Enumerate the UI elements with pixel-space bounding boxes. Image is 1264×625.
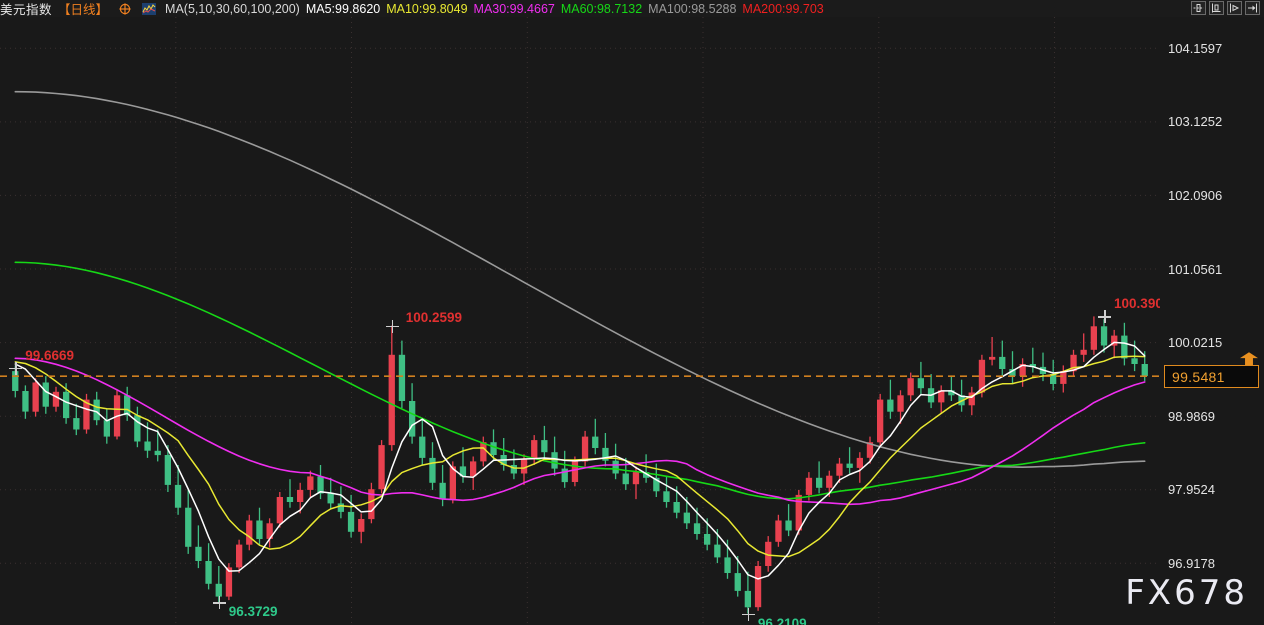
axis-label-4: 100.0215 (1168, 335, 1223, 351)
low-annotation-mid: 96.2109 (757, 615, 807, 625)
axis-label-7: 96.9178 (1168, 555, 1215, 571)
ma60-value: MA60:98.7132 (560, 1, 643, 16)
measure-tool-button[interactable] (1209, 1, 1224, 15)
ma100-value: MA100:98.5288 (648, 1, 737, 16)
ma-config-label: MA(5,10,30,60,100,200) (165, 1, 300, 16)
axis-label-3: 101.0561 (1168, 261, 1223, 277)
axis-label-6: 97.9524 (1168, 482, 1215, 498)
price-axis[interactable]: 99.5481 104.1597 103.1252 102.0906 101.0561… (1160, 17, 1264, 625)
current-price-tag: 99.5481 (1164, 365, 1259, 389)
marker-cross-high-right (1098, 310, 1112, 324)
ma10-value: MA10:99.8049 (386, 1, 468, 16)
shift-right-tool-button[interactable] (1227, 1, 1242, 15)
chart-plot-area[interactable]: 99.6669 100.2599 100.3900 96.3729 96.210… (0, 17, 1160, 625)
period-label: 【日线】 (58, 3, 109, 17)
current-price-arrow (1240, 352, 1258, 366)
chart-toolbar (1191, 1, 1260, 15)
high-annotation-left: 99.6669 (25, 347, 75, 363)
ma30-value: MA30:99.4667 (473, 1, 555, 16)
marker-cross-low-left (212, 596, 226, 610)
marker-cross-high-mid (385, 319, 399, 333)
marker-cross-low-mid (741, 607, 755, 621)
ma5-value: MA5:99.8620 (305, 1, 381, 16)
axis-label-5: 98.9869 (1168, 408, 1215, 424)
crosshair-tool-button[interactable] (1191, 1, 1206, 15)
watermark: FX678 (1125, 573, 1248, 613)
chart-header: 美元指数 【日线】 MA(5,10,30,60,100,200) MA5:99.… (0, 0, 1264, 17)
symbol-name: 美元指数 (0, 3, 53, 17)
candlestick-canvas (0, 17, 1160, 625)
high-annotation-mid: 100.2599 (405, 309, 463, 325)
mini-chart-icon[interactable] (142, 2, 159, 15)
marker-cross-high-left (9, 361, 23, 375)
low-annotation-left: 96.3729 (228, 604, 278, 620)
target-icon[interactable] (114, 2, 136, 15)
axis-label-2: 102.0906 (1168, 187, 1223, 203)
axis-label-1: 103.1252 (1168, 114, 1223, 130)
ma200-value: MA200:99.703 (742, 1, 824, 16)
high-annotation-right: 100.3900 (1114, 296, 1160, 312)
axis-label-0: 104.1597 (1168, 40, 1223, 56)
jump-end-tool-button[interactable] (1245, 1, 1260, 15)
